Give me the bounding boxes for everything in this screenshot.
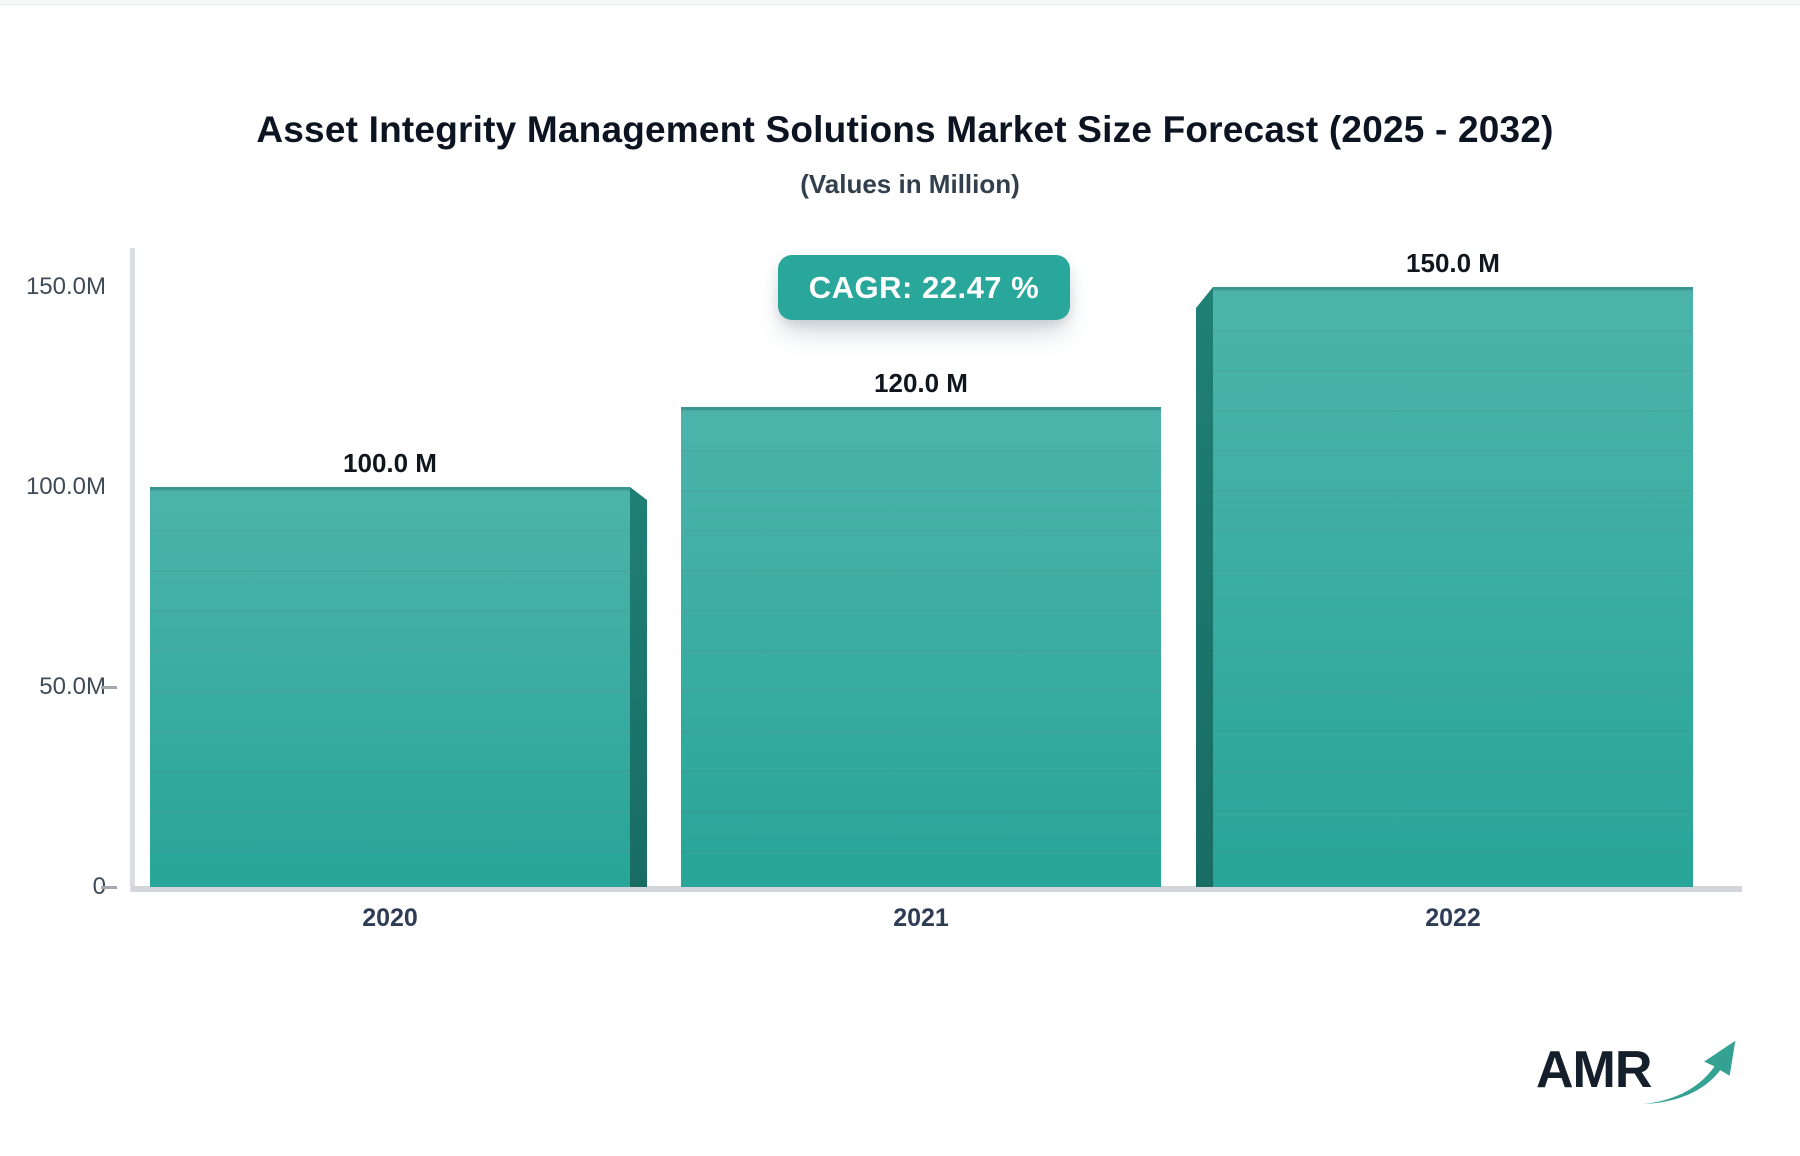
- y-tick-label-150m: 150.0M: [25, 273, 106, 300]
- bar-2020-side-face: [630, 487, 647, 887]
- bar-value-label-2022: 150.0 M: [1406, 248, 1500, 278]
- x-axis-label-2020: 2020: [362, 904, 418, 932]
- chart-subtitle: (Values in Million): [800, 169, 1020, 199]
- bar-value-label-2020: 100.0 M: [343, 448, 437, 478]
- x-axis-line: [132, 886, 1742, 892]
- amr-logo: AMR: [1536, 1030, 1741, 1110]
- cagr-badge: CAGR: 22.47 %: [778, 255, 1070, 320]
- bar-value-label-2021: 120.0 M: [874, 368, 968, 398]
- y-tick-mark-0: [101, 886, 117, 889]
- y-tick-mark-50m: [101, 686, 117, 689]
- amr-logo-text: AMR: [1536, 1041, 1652, 1099]
- bar-2020: [150, 487, 630, 887]
- growth-arrow-icon: [1643, 1040, 1736, 1105]
- y-tick-label-100m: 100.0M: [25, 473, 106, 500]
- chart-title: Asset Integrity Management Solutions Mar…: [256, 109, 1554, 150]
- bar-2021: [681, 407, 1161, 887]
- y-tick-label-50m: 50.0M: [39, 673, 106, 700]
- bar-2022: [1213, 287, 1693, 887]
- x-axis-label-2021: 2021: [893, 904, 949, 932]
- top-hairline: [0, 0, 1800, 5]
- y-axis-line: [130, 248, 135, 892]
- x-axis-label-2022: 2022: [1425, 904, 1481, 932]
- y-tick-label-0: 0: [92, 873, 106, 900]
- bar-2022-side-face: [1196, 287, 1213, 887]
